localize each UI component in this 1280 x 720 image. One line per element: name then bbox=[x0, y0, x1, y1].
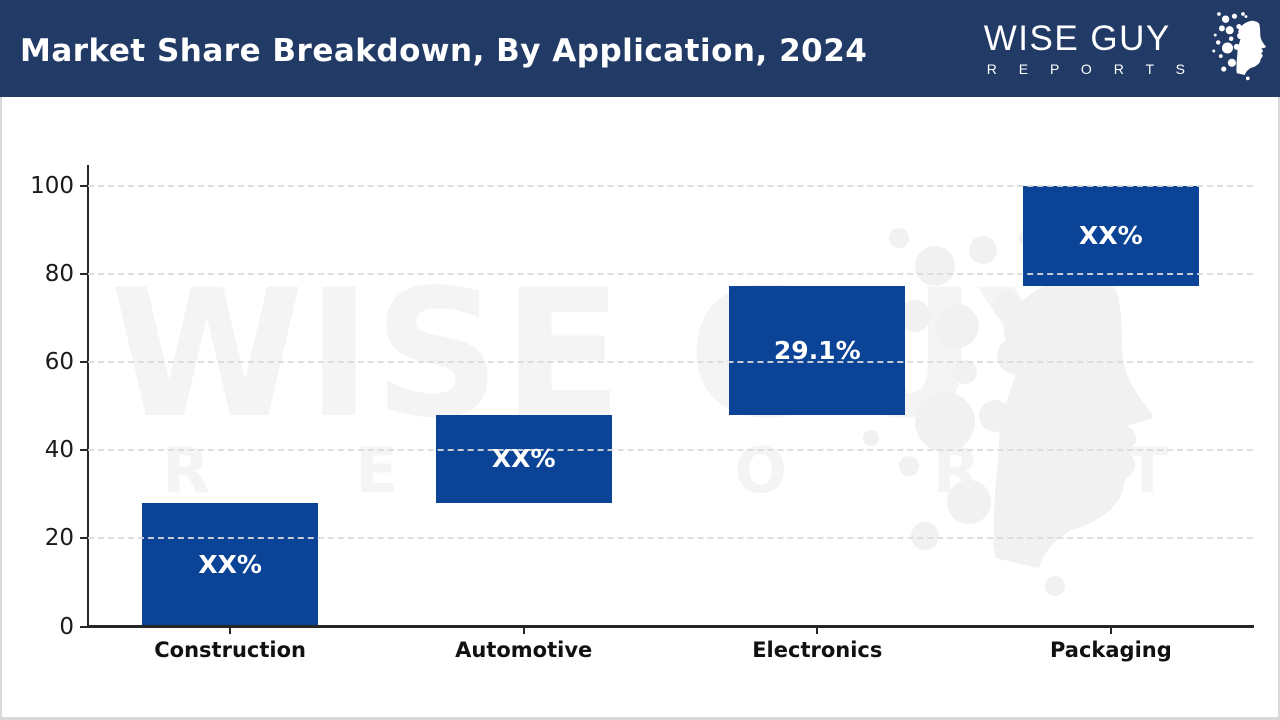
y-tick-label: 100 bbox=[30, 173, 74, 199]
gridline-100 bbox=[88, 185, 1253, 187]
x-tick-label: Automotive bbox=[455, 638, 593, 662]
y-tick-mark bbox=[80, 449, 88, 452]
y-tick-label: 60 bbox=[44, 349, 74, 376]
brand-subname: R E P O R T S bbox=[986, 60, 1194, 77]
page-title: Market Share Breakdown, By Application, … bbox=[20, 33, 868, 69]
y-tick-mark bbox=[80, 625, 88, 628]
bar-packaging bbox=[1022, 186, 1199, 287]
page-border-right bbox=[1278, 97, 1280, 720]
gridline-40 bbox=[88, 449, 1253, 452]
gridline-60 bbox=[88, 361, 1253, 364]
y-tick-label: 20 bbox=[44, 525, 74, 552]
header-bar: Market Share Breakdown, By Application, … bbox=[0, 0, 1280, 97]
x-tick-mark bbox=[1109, 628, 1112, 634]
y-axis-line bbox=[87, 165, 89, 627]
bar-automotive bbox=[435, 414, 612, 504]
y-tick-label: 80 bbox=[44, 261, 74, 288]
brand-logo-text: WISE GUY R E P O R T S bbox=[983, 18, 1194, 77]
bar-value-label: XX% bbox=[491, 443, 556, 473]
x-tick-label: Packaging bbox=[1049, 638, 1172, 662]
x-tick-label: Construction bbox=[154, 638, 306, 662]
bar-value-label: XX% bbox=[1079, 221, 1143, 251]
page-border-left bbox=[0, 97, 2, 720]
page-border-bottom bbox=[0, 717, 1280, 720]
y-tick-label: 40 bbox=[44, 437, 74, 464]
y-tick-label: 0 bbox=[59, 613, 74, 640]
y-tick-mark bbox=[80, 361, 88, 364]
bar-value-label: XX% bbox=[198, 549, 262, 579]
x-tick-mark bbox=[816, 628, 819, 634]
bar-construction bbox=[142, 503, 319, 627]
y-tick-mark bbox=[80, 185, 88, 187]
x-tick-mark bbox=[229, 628, 232, 634]
brand-face-icon bbox=[1212, 12, 1266, 81]
brand-name: WISE GUY bbox=[983, 18, 1171, 58]
gridline-80 bbox=[88, 273, 1253, 276]
x-tick-mark bbox=[522, 628, 525, 634]
gridline-20 bbox=[88, 537, 1253, 540]
y-tick-mark bbox=[80, 273, 88, 276]
bar-electronics bbox=[729, 286, 906, 415]
bar-value-label: 29.1% bbox=[773, 335, 861, 365]
x-axis-line bbox=[87, 625, 1254, 628]
x-tick-label: Electronics bbox=[752, 638, 883, 662]
y-tick-mark bbox=[80, 537, 88, 540]
brand-logo: WISE GUY R E P O R T S bbox=[984, 8, 1270, 88]
